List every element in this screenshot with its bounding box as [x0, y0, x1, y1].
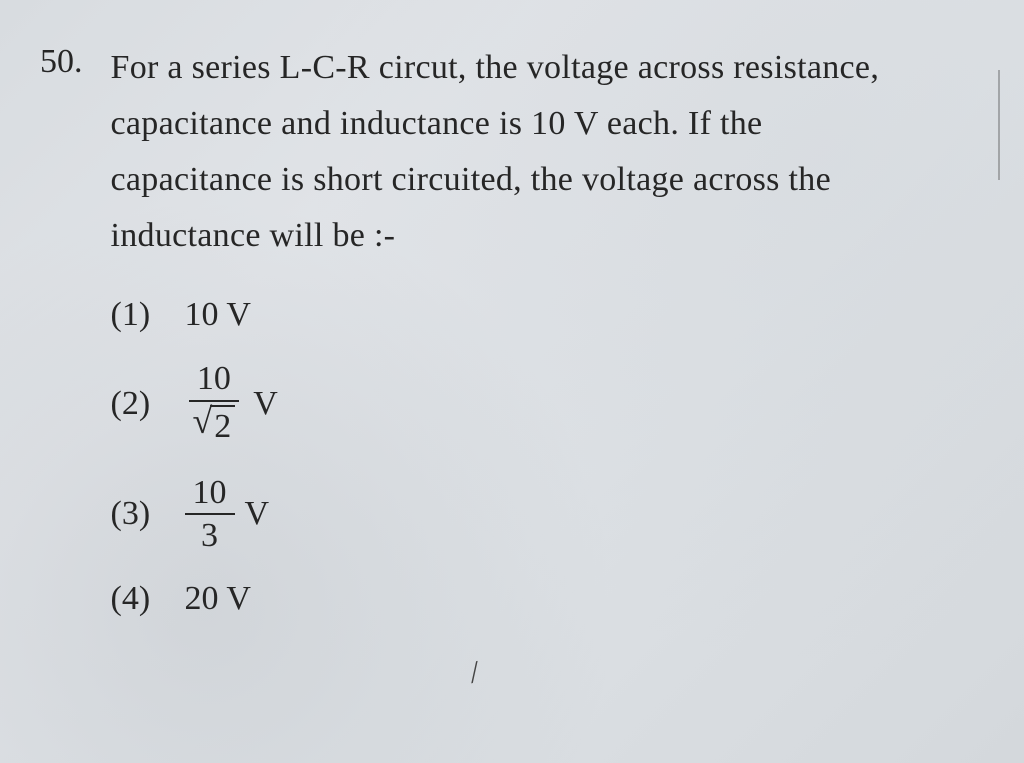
fraction-denominator: 3 [193, 515, 226, 554]
fraction-denominator: √ 2 [185, 402, 244, 448]
option-value: 10 3 V [185, 474, 270, 555]
question-text: For a series L-C-R circut, the voltage a… [111, 40, 911, 264]
option-value: 10 V [185, 296, 251, 334]
option-1: (1) 10 V [111, 296, 911, 334]
question-container: 50. For a series L-C-R circut, the volta… [40, 40, 974, 618]
fraction-numerator: 10 [189, 360, 239, 401]
question-body: For a series L-C-R circut, the voltage a… [111, 40, 911, 618]
handwritten-mark: / [466, 655, 483, 690]
fraction: 10 √ 2 [185, 360, 244, 447]
option-2: (2) 10 √ 2 V [111, 360, 911, 447]
fraction: 10 3 [185, 474, 235, 555]
option-label: (1) [111, 296, 169, 334]
option-label: (2) [111, 385, 169, 423]
options-list: (1) 10 V (2) 10 √ 2 V [111, 296, 911, 618]
option-value: 10 √ 2 V [185, 360, 278, 447]
fraction-numerator: 10 [185, 474, 235, 515]
option-3: (3) 10 3 V [111, 474, 911, 555]
option-label: (4) [111, 580, 169, 618]
option-label: (3) [111, 495, 169, 533]
option-value: 20 V [185, 580, 251, 618]
question-number: 50. [40, 40, 83, 84]
square-root: √ 2 [193, 405, 236, 448]
unit: V [245, 495, 270, 533]
page-edge-line [998, 70, 1000, 180]
option-4: (4) 20 V [111, 580, 911, 618]
sqrt-argument: 2 [210, 405, 235, 448]
unit: V [253, 385, 278, 423]
